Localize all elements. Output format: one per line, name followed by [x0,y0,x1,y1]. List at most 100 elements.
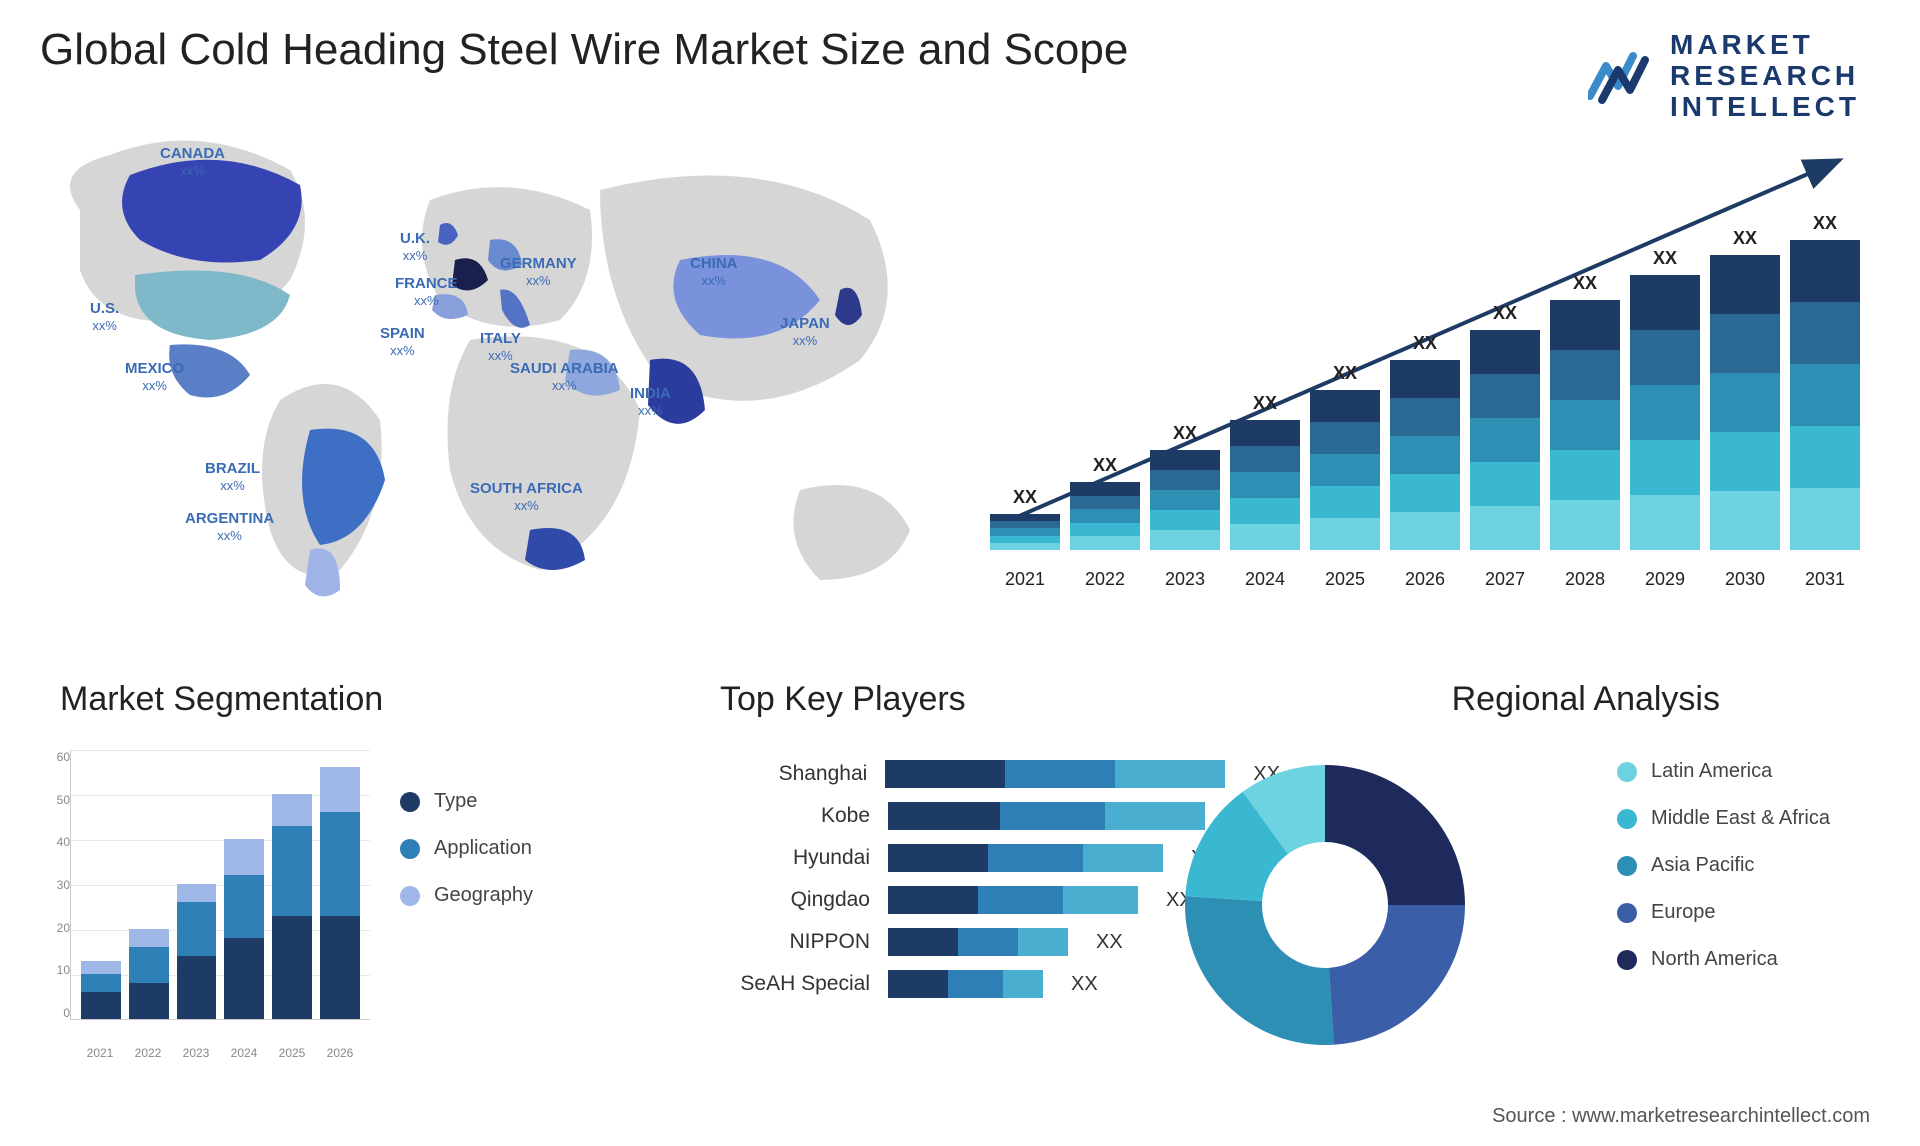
bar-segment [1310,422,1380,454]
page-title: Global Cold Heading Steel Wire Market Si… [40,25,1128,75]
big-bar-2029: XX [1630,248,1700,550]
bar-segment [1070,523,1140,537]
bar-segment [1150,510,1220,530]
seg-xlabel: 2025 [272,1046,312,1060]
legend-swatch [1617,809,1637,829]
big-bar-top-label: XX [1493,303,1517,324]
player-bar-segment [948,970,1003,998]
bar-segment [1150,470,1220,490]
bar-segment [1710,373,1780,432]
map-label-germany: GERMANYxx% [500,255,577,289]
player-bar [888,970,1043,998]
big-bar-xlabel: 2026 [1390,561,1460,590]
donut-slice [1329,905,1465,1045]
seg-ytick: 30 [40,878,70,892]
bar-segment [1150,530,1220,550]
player-bar-segment [978,886,1063,914]
big-bar-top-label: XX [1173,423,1197,444]
bar-segment [1470,330,1540,374]
big-bar-xlabel: 2023 [1150,561,1220,590]
legend-label: North America [1651,948,1778,971]
big-bar-xlabel: 2028 [1550,561,1620,590]
seg-segment [320,916,360,1020]
big-bar-xlabel: 2030 [1710,561,1780,590]
bar-segment [990,521,1060,528]
logo-text-line: RESEARCH [1670,61,1860,92]
map-label-mexico: MEXICOxx% [125,360,184,394]
bar-segment [1390,436,1460,474]
seg-legend-item: Type [400,790,533,813]
seg-bar-2024 [224,839,264,1019]
big-bar-xlabel: 2025 [1310,561,1380,590]
seg-bar-2026 [320,767,360,1019]
bar-segment [1630,385,1700,440]
bar-segment [1310,390,1380,422]
player-name: NIPPON [720,930,870,954]
player-bar [888,802,1205,830]
legend-label: Middle East & Africa [1651,807,1830,830]
big-bar-2023: XX [1150,423,1220,550]
seg-xlabel: 2021 [80,1046,120,1060]
map-label-japan: JAPANxx% [780,315,830,349]
big-bar-2025: XX [1310,363,1380,550]
bar-segment [1710,491,1780,550]
bar-segment [1630,275,1700,330]
seg-segment [177,902,217,956]
legend-label: Latin America [1651,760,1772,783]
seg-segment [224,875,264,938]
players-title: Top Key Players [720,680,966,719]
regional-title: Regional Analysis [1452,680,1720,719]
bar-segment [1550,300,1620,350]
player-name: Qingdao [720,888,870,912]
legend-label: Europe [1651,901,1716,924]
regional-legend-item: North America [1617,948,1830,971]
donut-slice [1325,765,1465,905]
player-bar-segment [888,928,958,956]
player-bar-segment [888,844,988,872]
seg-segment [272,794,312,826]
big-bar-2027: XX [1470,303,1540,550]
bar-segment [1230,446,1300,472]
seg-segment [81,961,121,975]
map-label-argentina: ARGENTINAxx% [185,510,274,544]
seg-segment [177,884,217,902]
seg-xlabel: 2026 [320,1046,360,1060]
bar-segment [1790,240,1860,302]
seg-ytick: 10 [40,963,70,977]
player-bar-segment [1018,928,1068,956]
player-value: XX [1071,973,1098,996]
bar-segment [1790,426,1860,488]
big-bar-2024: XX [1230,393,1300,550]
seg-segment [320,812,360,916]
seg-segment [272,826,312,916]
bar-segment [990,543,1060,550]
map-label-brazil: BRAZILxx% [205,460,260,494]
world-map: CANADAxx%U.S.xx%MEXICOxx%BRAZILxx%ARGENT… [40,130,940,610]
seg-bar-2022 [129,929,169,1019]
bar-segment [1550,450,1620,500]
regional-legend-item: Europe [1617,901,1830,924]
big-bar-2030: XX [1710,228,1780,550]
player-name: Kobe [720,804,870,828]
legend-label: Geography [434,884,533,907]
seg-ytick: 50 [40,793,70,807]
legend-label: Application [434,837,532,860]
big-bar-top-label: XX [1253,393,1277,414]
seg-legend-item: Geography [400,884,533,907]
seg-segment [320,767,360,812]
map-label-u-k-: U.K.xx% [400,230,430,264]
legend-swatch [400,839,420,859]
regional-legend-item: Latin America [1617,760,1830,783]
big-bar-top-label: XX [1573,273,1597,294]
big-bar-2026: XX [1390,333,1460,550]
map-label-india: INDIAxx% [630,385,671,419]
seg-xlabel: 2023 [176,1046,216,1060]
player-bar-segment [988,844,1083,872]
player-bar-segment [1003,970,1043,998]
big-bar-top-label: XX [1413,333,1437,354]
player-bar-segment [888,802,1000,830]
bar-segment [1310,486,1380,518]
seg-bar-2023 [177,884,217,1019]
legend-label: Type [434,790,477,813]
seg-legend-item: Application [400,837,533,860]
